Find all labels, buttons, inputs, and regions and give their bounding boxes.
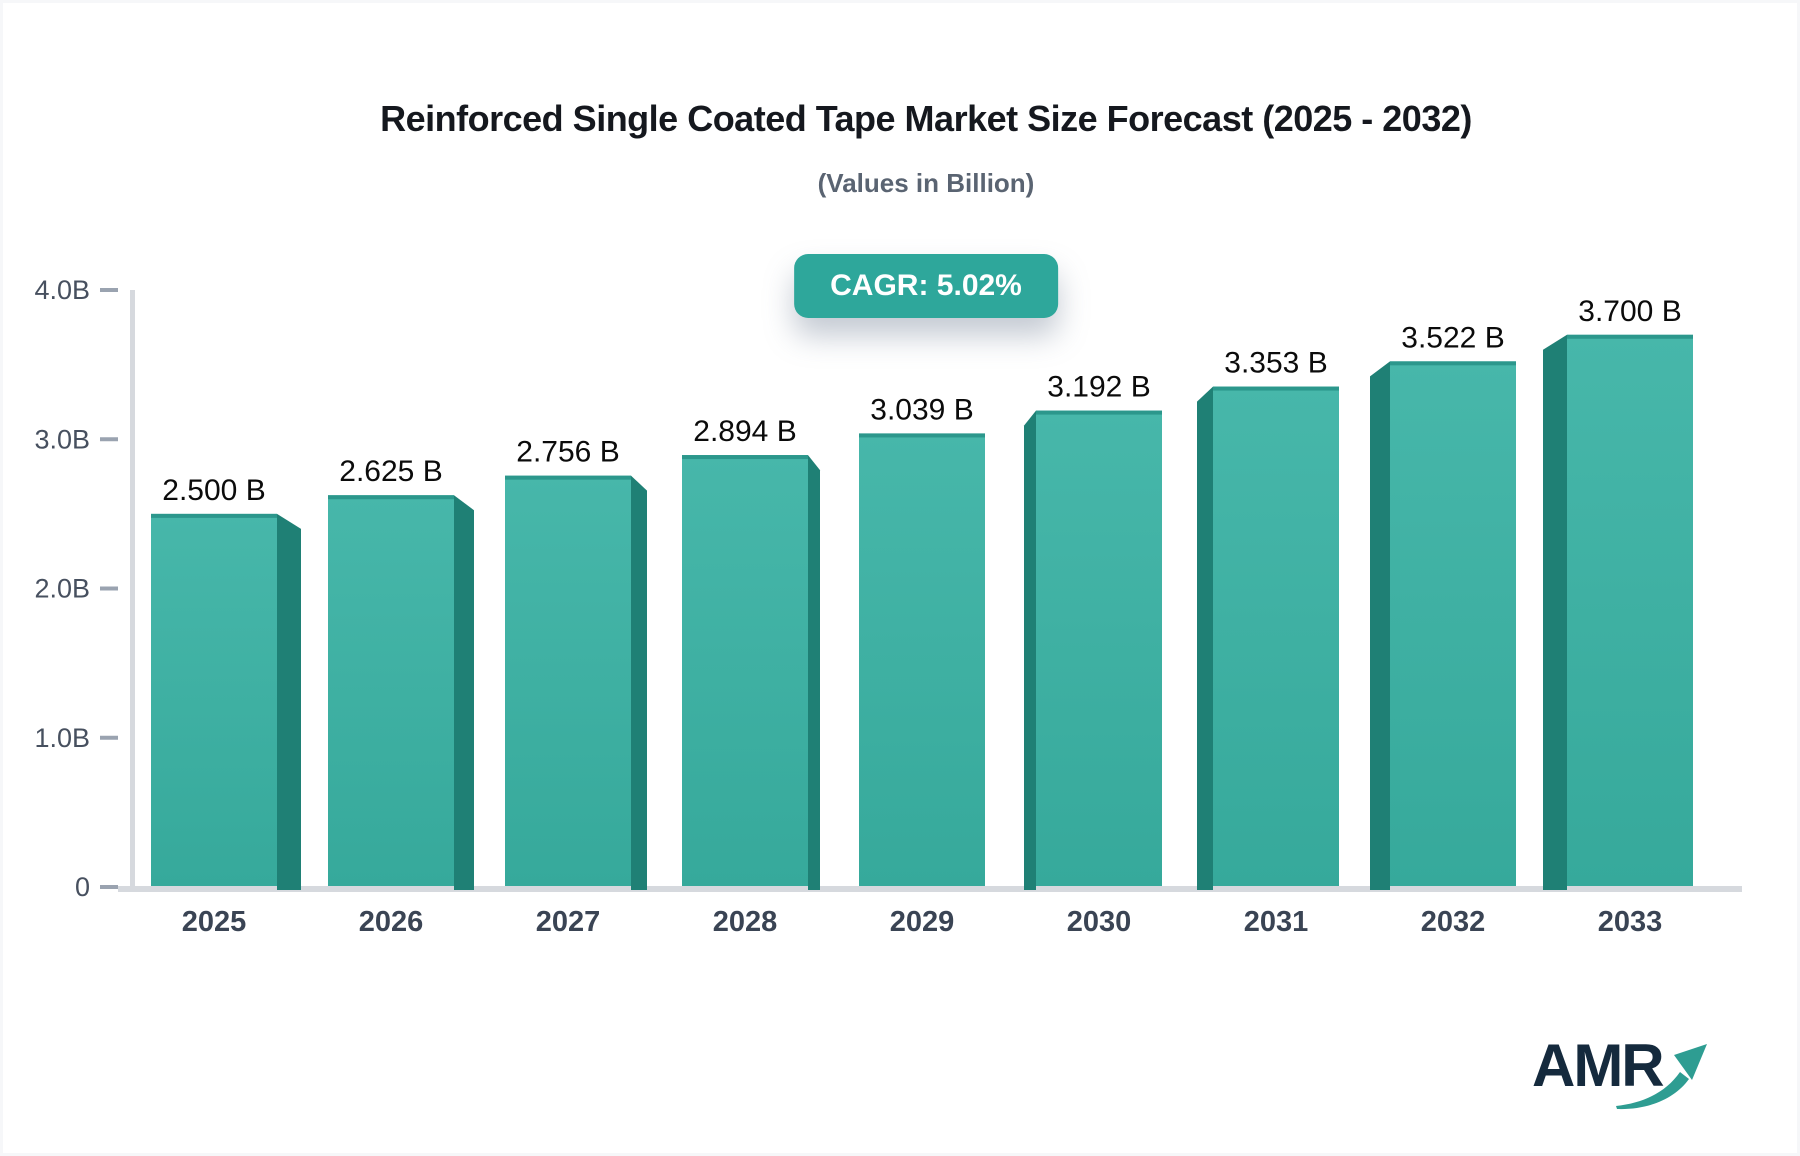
value-label-2028: 2.894 B	[693, 415, 796, 448]
amr-logo: AMR	[1532, 1036, 1712, 1116]
bar-2026	[328, 495, 454, 887]
bar-side-2026	[454, 495, 474, 890]
chart-subtitle: (Values in Billion)	[817, 168, 1035, 198]
bar-2027	[505, 475, 631, 887]
bar-2032	[1390, 361, 1516, 887]
x-axis-line	[118, 886, 1742, 892]
x-axis-label-2026: 2026	[359, 906, 424, 938]
y-axis-label: 4.0B	[34, 275, 90, 305]
bar-top-edge-2031	[1213, 386, 1339, 391]
x-axis-label-2033: 2033	[1598, 906, 1663, 938]
bar-top-edge-2030	[1036, 410, 1162, 415]
value-label-2031: 3.353 B	[1224, 347, 1327, 380]
x-axis-label-2029: 2029	[890, 906, 955, 938]
bar-side-2025	[277, 513, 301, 890]
bar-top-edge-2028	[682, 455, 808, 460]
value-label-2030: 3.192 B	[1047, 371, 1150, 404]
chart-title: Reinforced Single Coated Tape Market Siz…	[380, 98, 1472, 139]
y-tick	[100, 437, 118, 442]
bar-2025	[151, 513, 277, 887]
value-label-2032: 3.522 B	[1401, 321, 1504, 354]
bar-top-edge-2025	[151, 513, 277, 518]
y-axis-label: 3.0B	[34, 424, 90, 454]
bar-side-2031	[1197, 386, 1213, 890]
x-axis-label-2027: 2027	[536, 906, 601, 938]
value-label-2026: 2.625 B	[339, 455, 442, 488]
bar-side-2033	[1543, 334, 1567, 890]
cagr-badge: CAGR: 5.02%	[794, 254, 1058, 318]
x-axis-label-2025: 2025	[182, 906, 247, 938]
value-label-2029: 3.039 B	[870, 393, 973, 426]
y-axis-label: 1.0B	[34, 723, 90, 753]
y-axis-line	[130, 290, 135, 890]
x-axis-label-2031: 2031	[1244, 906, 1309, 938]
y-tick	[100, 288, 118, 292]
bar-2028	[682, 455, 808, 887]
x-axis-label-2030: 2030	[1067, 906, 1132, 938]
bar-2031	[1213, 386, 1339, 887]
bar-side-2030	[1024, 410, 1036, 890]
value-label-2025: 2.500 B	[162, 474, 265, 507]
y-tick	[100, 885, 118, 889]
y-axis-label: 2.0B	[34, 574, 90, 604]
y-axis-label: 0	[75, 872, 90, 902]
bar-top-edge-2029	[859, 433, 985, 438]
amr-logo-text: AMR	[1532, 1032, 1665, 1099]
bar-side-2027	[631, 475, 647, 890]
bar-side-2032	[1370, 361, 1390, 890]
x-axis-label-2032: 2032	[1421, 906, 1486, 938]
y-tick	[100, 735, 118, 740]
bar-top-edge-2032	[1390, 361, 1516, 366]
bar-top-edge-2026	[328, 495, 454, 500]
bar-2029	[859, 433, 985, 887]
y-tick	[100, 586, 118, 591]
value-label-2033: 3.700 B	[1578, 295, 1681, 328]
bar-2033	[1567, 334, 1693, 887]
value-label-2027: 2.756 B	[516, 436, 619, 469]
bar-top-edge-2027	[505, 475, 631, 480]
bar-top-edge-2033	[1567, 334, 1693, 339]
growth-arrow-icon	[1616, 1044, 1707, 1110]
x-axis-label-2028: 2028	[713, 906, 778, 938]
bar-2030	[1036, 410, 1162, 887]
bar-side-2028	[808, 455, 820, 890]
